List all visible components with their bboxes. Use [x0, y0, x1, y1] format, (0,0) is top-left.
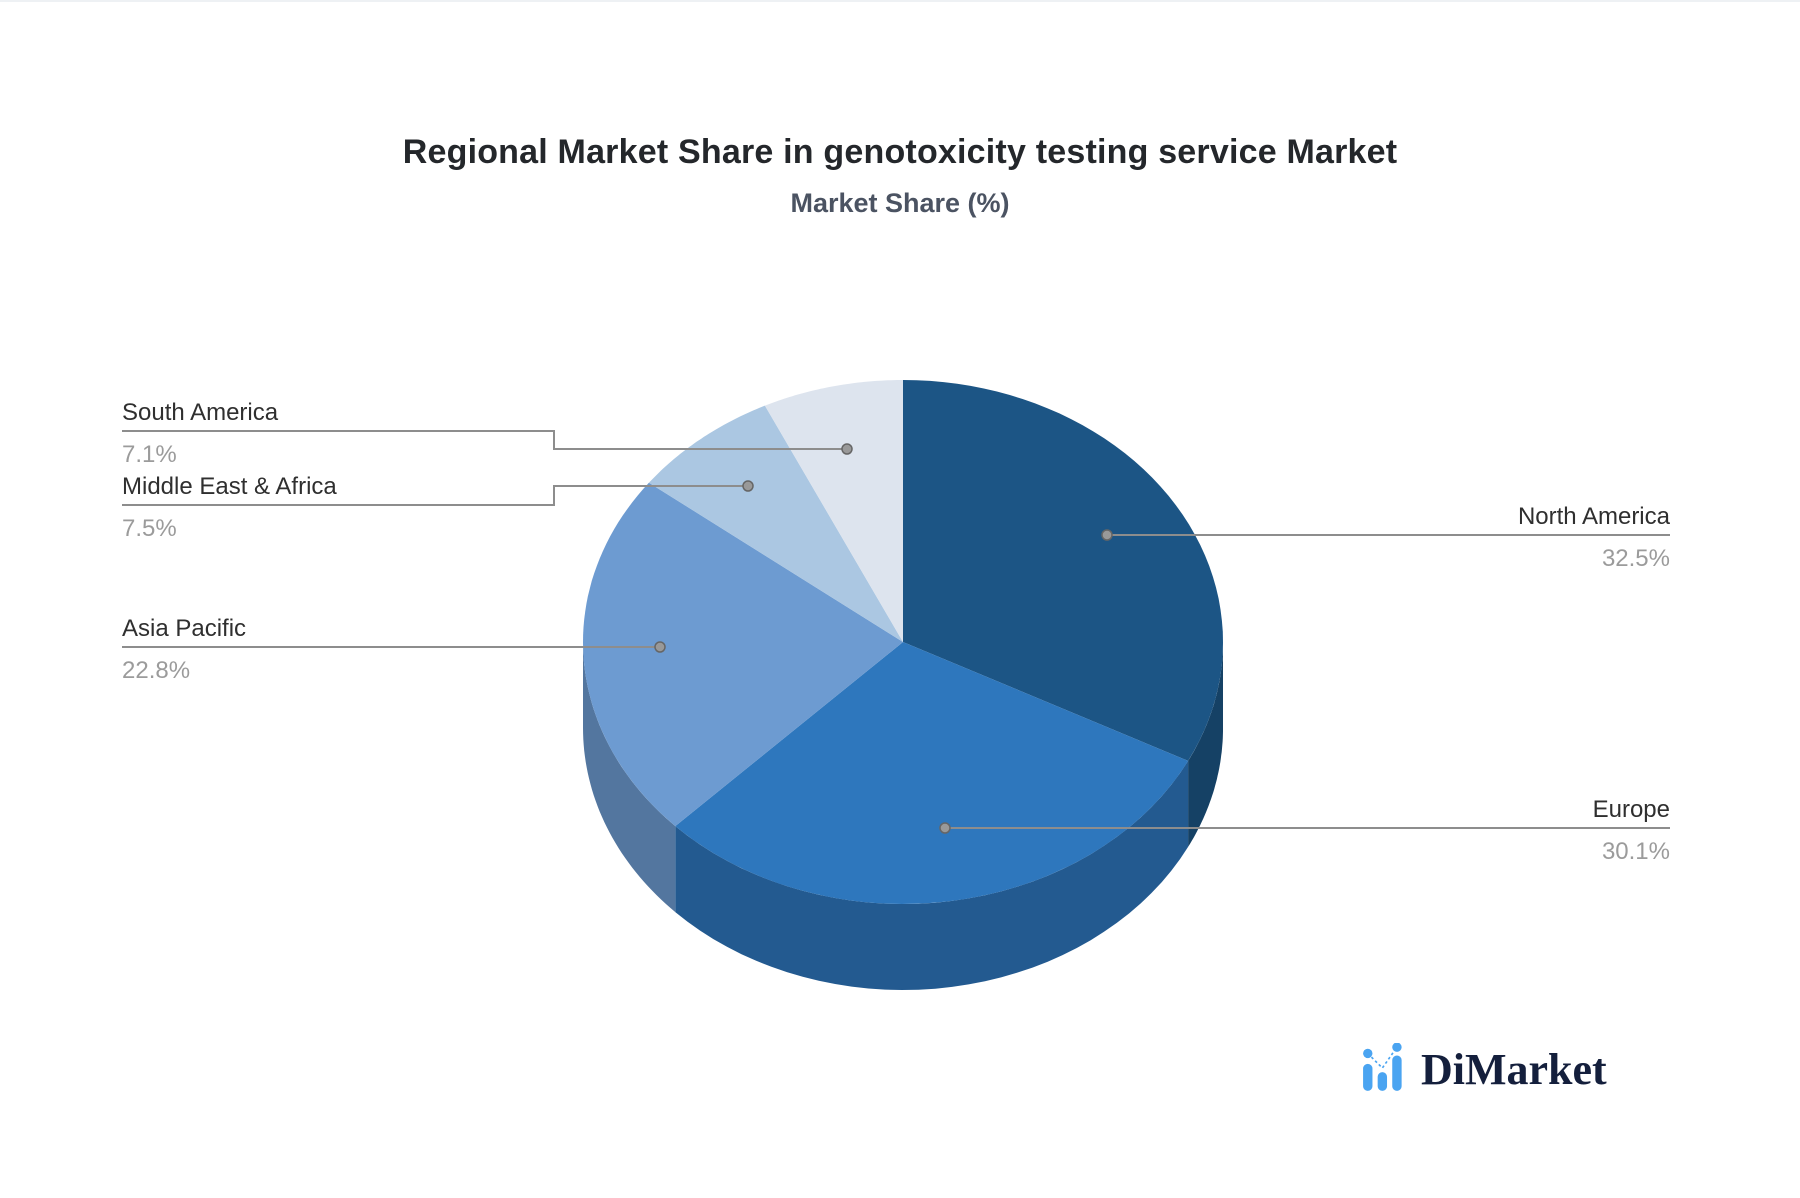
- label-name: South America: [122, 399, 279, 426]
- pie-label-asia-pacific: Asia Pacific 22.8%: [122, 615, 246, 685]
- pie-label-north-america: North America 32.5%: [1518, 503, 1670, 573]
- label-value: 7.5%: [122, 515, 177, 542]
- brand-logo-text: DiMarket: [1421, 1045, 1607, 1094]
- label-value: 32.5%: [1601, 545, 1670, 572]
- pie-label-south-america: South America 7.1%: [122, 399, 278, 469]
- label-name: Europe: [1592, 796, 1670, 823]
- bar-chart-sparkline-icon: [1363, 1041, 1409, 1098]
- label-name: Middle East & Africa: [122, 473, 337, 500]
- label-value: 30.1%: [1601, 838, 1670, 865]
- label-name: Asia Pacific: [122, 615, 247, 642]
- chart-title: Regional Market Share in genotoxicity te…: [402, 133, 1398, 171]
- brand-logo: DiMarket: [1363, 1041, 1607, 1098]
- label-value: 7.1%: [122, 441, 177, 468]
- label-value: 22.8%: [122, 657, 191, 684]
- chart-subtitle: Market Share (%): [790, 188, 1010, 218]
- pie-label-europe: Europe 30.1%: [1593, 796, 1670, 866]
- pie-label-middle-east-africa: Middle East & Africa 7.5%: [122, 473, 337, 543]
- label-name: North America: [1517, 503, 1670, 530]
